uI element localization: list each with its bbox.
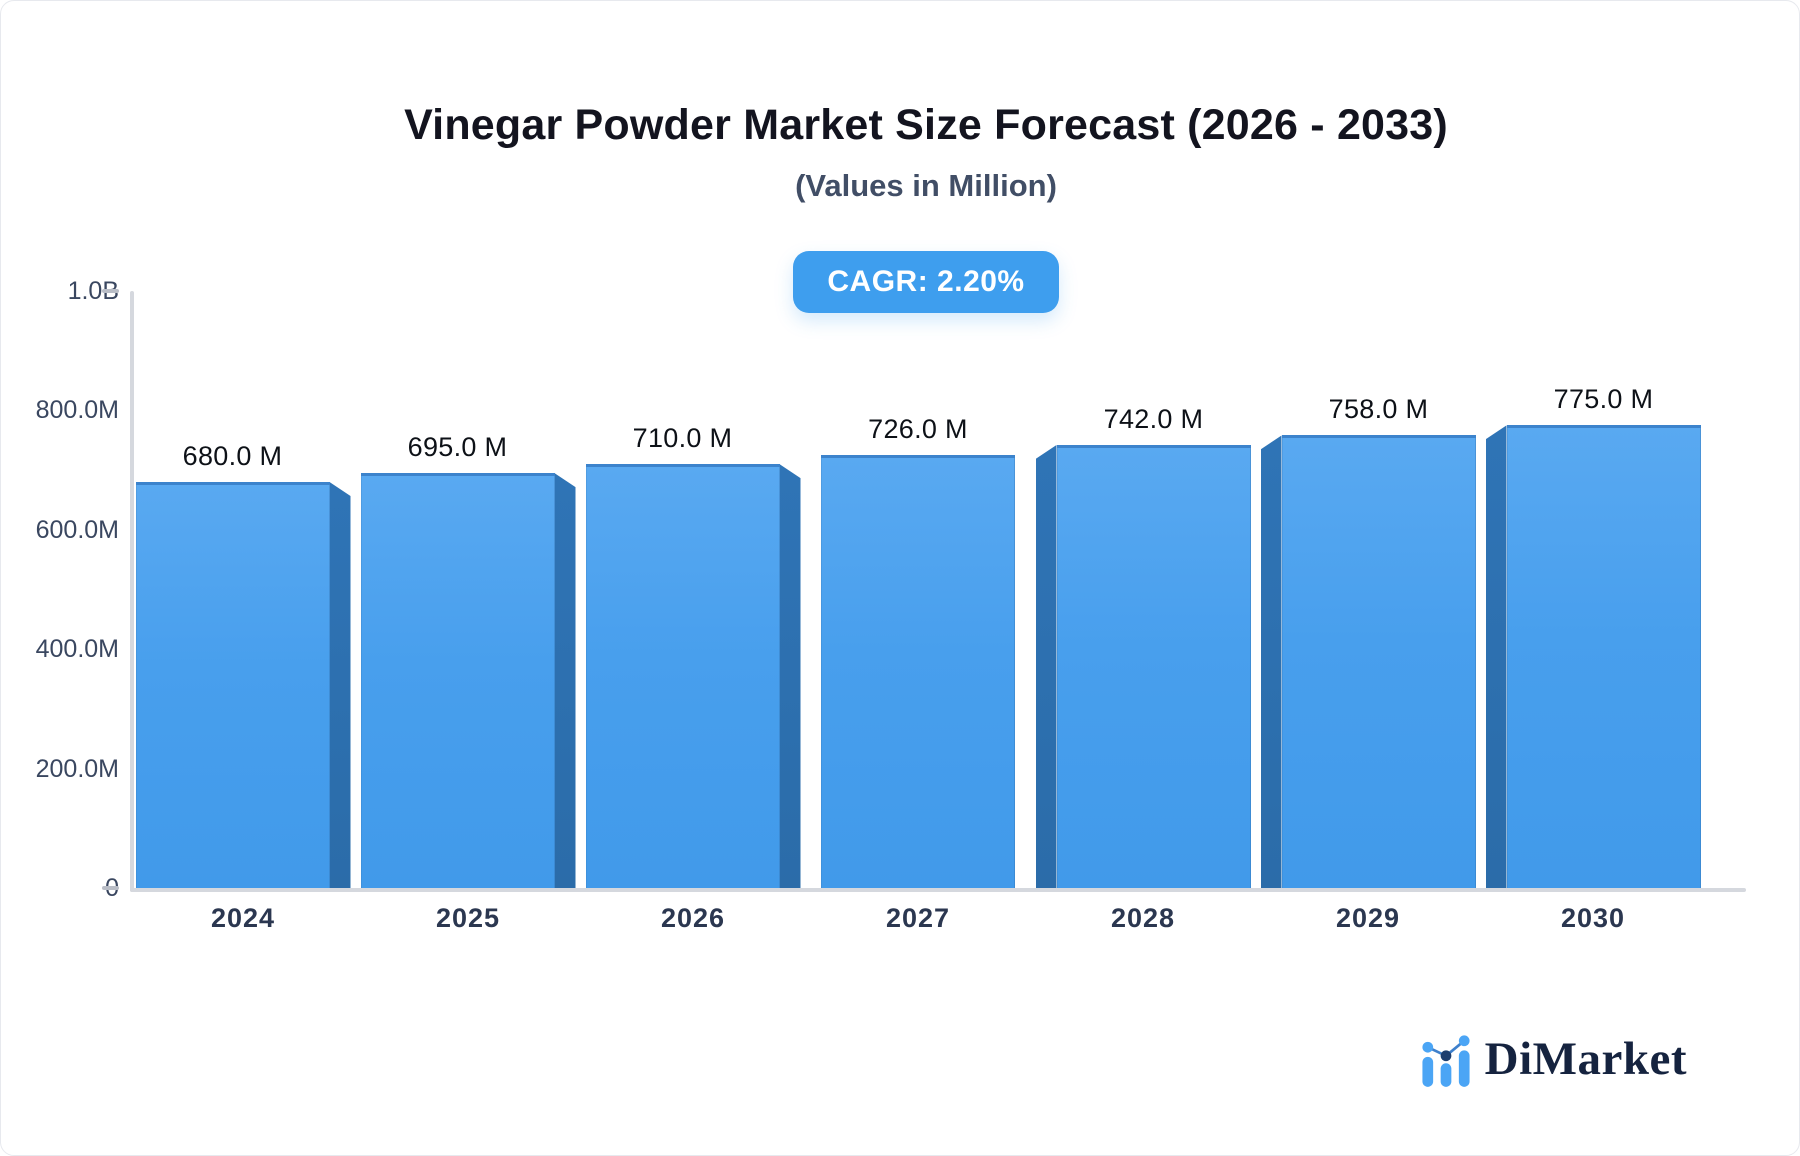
bar-2025 <box>360 473 555 888</box>
bar-value-label: 695.0 M <box>407 432 508 463</box>
bar-value-label: 742.0 M <box>1103 404 1204 435</box>
x-axis-label: 2030 <box>1560 903 1626 933</box>
cagr-badge: CAGR: 2.20% <box>793 251 1059 313</box>
bar-value-label: 758.0 M <box>1328 394 1429 425</box>
brand-logo: DiMarket <box>1420 1029 1687 1089</box>
bar-value-label: 710.0 M <box>632 423 733 454</box>
bar-value-label: 680.0 M <box>182 441 283 472</box>
x-axis-label: 2026 <box>660 903 726 933</box>
chart-header: Vinegar Powder Market Size Forecast (202… <box>1 1 1799 313</box>
chart-subtitle: (Values in Million) <box>795 168 1057 203</box>
bar-side-face <box>554 473 576 888</box>
bar-2028 <box>1056 445 1251 888</box>
x-axis-label: 2028 <box>1110 903 1176 933</box>
y-tick-dash <box>102 886 119 890</box>
y-tick-label: 200.0M <box>35 754 119 783</box>
y-tick-label: 400.0M <box>35 635 119 664</box>
y-tick-label: 800.0M <box>35 396 119 425</box>
y-tick-label: 600.0M <box>35 515 119 544</box>
bar-2024 <box>135 482 330 888</box>
bar-side-face <box>779 464 801 888</box>
bar-value-label: 775.0 M <box>1553 384 1654 415</box>
bar-side-face <box>1485 425 1507 888</box>
x-axis-label: 2027 <box>885 903 951 933</box>
bar-side-face <box>1035 445 1057 888</box>
y-axis-line <box>130 291 134 892</box>
chart-title: Vinegar Powder Market Size Forecast (202… <box>404 101 1448 149</box>
x-axis-label: 2025 <box>435 903 501 933</box>
x-axis-label: 2024 <box>210 903 276 933</box>
y-tick-dash <box>102 289 119 293</box>
bar-2026 <box>585 464 780 888</box>
brand-name: DiMarket <box>1484 1033 1687 1085</box>
bar-side-face <box>329 482 351 888</box>
x-axis-line <box>130 888 1746 892</box>
bar-side-face <box>1260 435 1282 888</box>
dimarket-logo-icon <box>1422 1035 1470 1087</box>
bar-2029 <box>1281 435 1476 888</box>
bar-2030 <box>1506 425 1701 888</box>
bar-value-label: 726.0 M <box>868 413 968 444</box>
bar-2027 <box>821 454 1015 888</box>
x-axis-label: 2029 <box>1335 903 1401 933</box>
